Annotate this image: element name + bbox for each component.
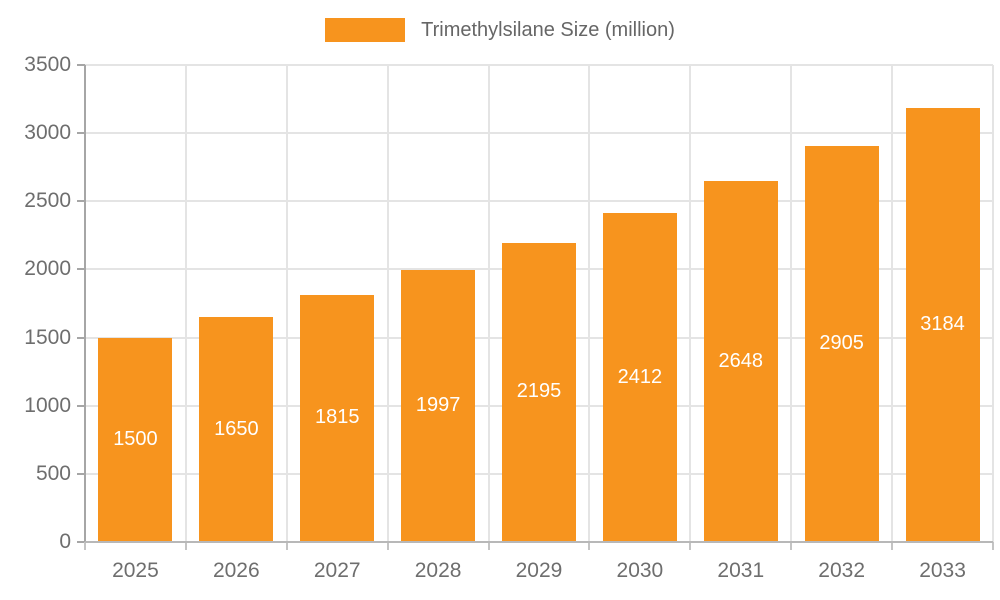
y-axis-tick (77, 268, 85, 271)
y-axis-line (84, 65, 86, 542)
x-axis-tick-label: 2027 (313, 559, 361, 582)
y-axis-tick-label: 1000 (24, 393, 71, 417)
x-axis-line (85, 541, 993, 543)
x-gridline (184, 65, 187, 542)
x-gridline (285, 65, 288, 542)
bar[interactable]: 1650 (199, 317, 274, 541)
y-axis-tick-label: 1500 (24, 325, 71, 349)
x-gridline (386, 65, 389, 542)
x-axis-tick (588, 542, 591, 550)
x-axis-tick-label: 2032 (818, 559, 866, 582)
x-axis-tick (285, 542, 288, 550)
legend-item[interactable]: Trimethylsilane Size (million) (0, 16, 1000, 44)
x-gridline (790, 65, 793, 542)
x-axis-tick-label: 2030 (616, 559, 664, 582)
bar[interactable]: 2648 (703, 181, 778, 541)
x-axis-tick-label: 2033 (919, 559, 966, 582)
bar-value-label: 1815 (314, 406, 360, 429)
bar[interactable]: 1500 (98, 337, 173, 541)
bar-value-label: 2648 (718, 349, 764, 372)
x-axis-tick-label: 2028 (414, 559, 462, 582)
x-axis-tick-label: 2031 (717, 559, 765, 582)
y-axis-tick (77, 132, 85, 135)
x-gridline (891, 65, 894, 542)
bar[interactable]: 2195 (502, 242, 576, 541)
x-axis-tick (386, 542, 389, 550)
y-gridline (85, 200, 993, 203)
x-axis-tick-label: 2025 (112, 559, 159, 582)
x-axis-tick (487, 542, 490, 550)
x-axis-tick (891, 542, 894, 550)
y-axis-tick-label: 3000 (24, 121, 71, 145)
y-axis-tick (77, 404, 85, 407)
x-axis-tick-label: 2026 (212, 559, 260, 582)
x-axis-tick (84, 542, 86, 550)
legend-swatch (325, 18, 406, 42)
bar[interactable]: 1815 (300, 294, 375, 541)
x-axis-tick (184, 542, 187, 550)
y-gridline (85, 132, 993, 135)
x-gridline (487, 65, 490, 542)
y-axis-tick-label: 0 (59, 530, 71, 553)
bar-value-label: 2412 (617, 365, 663, 388)
x-gridline (588, 65, 591, 542)
y-axis-tick (77, 472, 85, 475)
bar-value-label: 3184 (920, 313, 965, 336)
y-axis-tick-label: 2000 (24, 257, 71, 281)
bar-value-label: 2195 (516, 380, 562, 403)
x-axis-tick-label: 2029 (515, 559, 563, 582)
x-axis-tick (992, 542, 994, 550)
bar-value-label: 1500 (113, 427, 158, 450)
y-gridline (85, 64, 993, 66)
y-axis-tick-label: 2500 (24, 189, 71, 213)
y-axis-tick (77, 64, 85, 66)
legend-label: Trimethylsilane Size (million) (421, 18, 675, 41)
bar[interactable]: 2905 (804, 146, 879, 541)
bar-value-label: 2905 (819, 332, 864, 355)
x-axis-tick (790, 542, 793, 550)
x-gridline (992, 65, 994, 542)
x-gridline (689, 65, 692, 542)
bar-value-label: 1997 (415, 393, 461, 416)
y-axis-tick-label: 3500 (24, 53, 71, 76)
y-axis-tick (77, 200, 85, 203)
y-axis-tick-label: 500 (35, 461, 71, 485)
y-axis-tick (77, 541, 85, 543)
bar[interactable]: 1997 (401, 269, 476, 541)
bar-value-label: 1650 (214, 417, 259, 440)
bar[interactable]: 3184 (905, 108, 980, 541)
bar[interactable]: 2412 (602, 213, 677, 541)
y-axis-tick (77, 336, 85, 339)
x-axis-tick (689, 542, 692, 550)
